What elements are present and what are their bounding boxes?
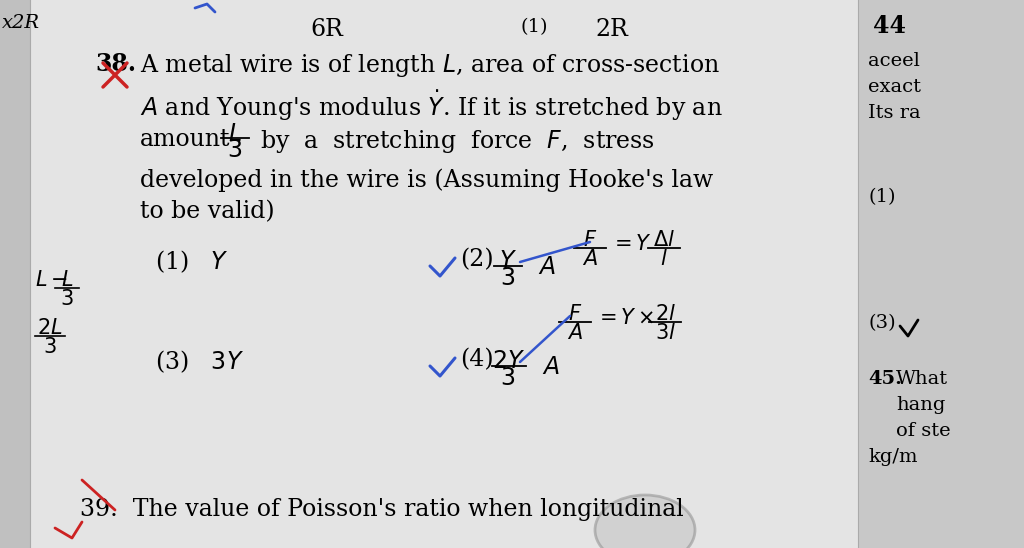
Text: $= Y$: $= Y$ — [610, 234, 651, 254]
Text: 44: 44 — [873, 14, 906, 38]
Text: (2): (2) — [460, 248, 494, 271]
Text: A metal wire is of length $L$, area of cross-section: A metal wire is of length $L$, area of c… — [140, 52, 720, 79]
Text: $3$: $3$ — [43, 337, 56, 357]
Text: $2Y$: $2Y$ — [492, 350, 524, 373]
Text: $Y$: $Y$ — [499, 250, 517, 273]
Text: What: What — [896, 370, 948, 388]
Text: $A$ and Young's modulus $\dot{Y}$. If it is stretched by an: $A$ and Young's modulus $\dot{Y}$. If it… — [140, 88, 723, 123]
Text: $A$: $A$ — [567, 323, 583, 343]
Text: Its ra: Its ra — [868, 104, 921, 122]
Text: $3l$: $3l$ — [654, 323, 676, 343]
Text: x2R: x2R — [2, 14, 40, 32]
Text: $L - $: $L - $ — [35, 270, 68, 290]
Text: $3$: $3$ — [227, 139, 243, 162]
Text: 2R: 2R — [595, 18, 628, 41]
Text: 38.: 38. — [95, 52, 136, 76]
Text: (4): (4) — [460, 348, 494, 371]
Text: 45.: 45. — [868, 370, 902, 388]
Text: $\Delta l$: $\Delta l$ — [653, 230, 675, 250]
Text: (3): (3) — [868, 314, 896, 332]
Text: (1): (1) — [520, 18, 548, 36]
Text: $3$: $3$ — [60, 289, 74, 309]
Text: (1): (1) — [868, 188, 896, 206]
Text: exact: exact — [868, 78, 921, 96]
Text: $L$: $L$ — [228, 123, 242, 146]
Text: aceel: aceel — [868, 52, 920, 70]
Text: $F$: $F$ — [568, 304, 582, 324]
Text: developed in the wire is (Assuming Hooke's law: developed in the wire is (Assuming Hooke… — [140, 168, 714, 192]
Text: hang: hang — [896, 396, 945, 414]
Bar — [30, 0, 858, 548]
Bar — [0, 0, 30, 548]
Text: $F$: $F$ — [583, 230, 597, 250]
Text: $3$: $3$ — [501, 367, 515, 390]
Text: $L$: $L$ — [60, 270, 73, 290]
Text: $2l$: $2l$ — [654, 304, 676, 324]
Text: by  a  stretching  force  $F$,  stress: by a stretching force $F$, stress — [260, 128, 655, 155]
Text: kg/m: kg/m — [868, 448, 918, 466]
Text: $A$: $A$ — [538, 256, 556, 279]
Text: $l$: $l$ — [660, 249, 668, 269]
Text: 39.  The value of Poisson's ratio when longitudinal: 39. The value of Poisson's ratio when lo… — [80, 498, 684, 521]
Text: 6R: 6R — [310, 18, 343, 41]
Ellipse shape — [595, 495, 695, 548]
Text: $A$: $A$ — [542, 356, 560, 379]
Text: $3$: $3$ — [501, 267, 515, 290]
Text: amount: amount — [140, 128, 230, 151]
Bar — [858, 0, 1024, 548]
Text: $A$: $A$ — [582, 249, 598, 269]
Text: (3)   $3Y$: (3) $3Y$ — [155, 348, 244, 375]
Text: of ste: of ste — [896, 422, 950, 440]
Text: to be valid): to be valid) — [140, 200, 274, 223]
Text: $2L$: $2L$ — [37, 318, 62, 338]
Text: (1)   $Y$: (1) $Y$ — [155, 248, 229, 275]
Text: $= Y \times$: $= Y \times$ — [595, 308, 654, 328]
